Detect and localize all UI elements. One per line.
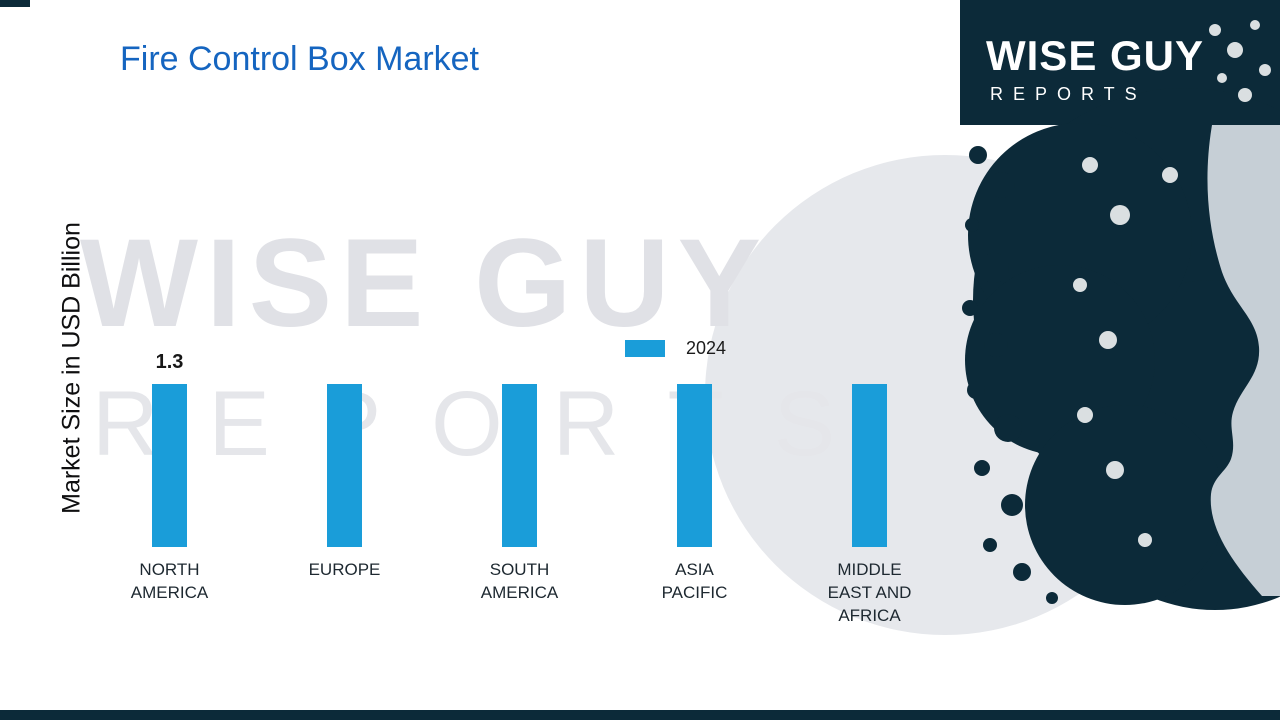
bar (677, 384, 712, 547)
logo-reports-text: REPORTS (990, 84, 1147, 104)
legend: 2024 (625, 338, 726, 359)
top-left-accent-bar (0, 0, 30, 7)
logo-wiseguy-text: WISE GUY (986, 32, 1205, 79)
legend-label: 2024 (686, 338, 727, 358)
watermark-brand-text: WISE GUY (80, 214, 770, 353)
legend-swatch (625, 340, 665, 357)
bottom-accent-bar (0, 710, 1280, 720)
dotted-head-graphic (960, 0, 1280, 610)
category-label: ASIA PACIFIC (661, 560, 728, 602)
category-label: MIDDLE EAST AND AFRICA (827, 560, 912, 625)
category-label: NORTH AMERICA (130, 560, 209, 602)
brand-logo: WISE GUY REPORTS (960, 0, 1280, 125)
category-label: EUROPE (308, 560, 381, 579)
chart-title: Fire Control Box Market (120, 40, 479, 78)
face-profile-shape (1207, 125, 1280, 596)
bar (327, 384, 362, 547)
bar (502, 384, 537, 547)
bar (152, 384, 187, 547)
bar (852, 384, 887, 547)
category-label: SOUTH AMERICA (480, 560, 559, 602)
bar-value-label: 1.3 (155, 351, 184, 373)
